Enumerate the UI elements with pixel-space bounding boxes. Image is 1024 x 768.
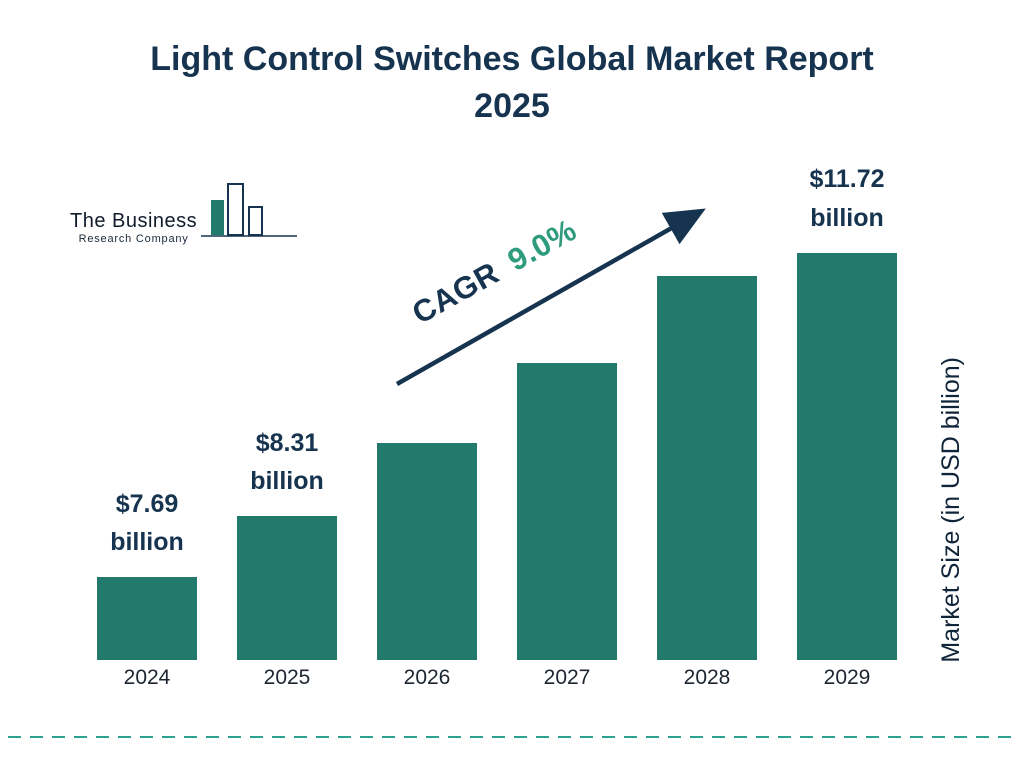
bar-value-label: $7.69 billion xyxy=(110,485,184,563)
bar-2024 xyxy=(97,577,197,660)
x-tick-2025: 2025 xyxy=(263,666,311,689)
logo-subname: Research Company xyxy=(78,233,189,245)
company-logo: The Business Research Company xyxy=(70,180,301,249)
bar-value-amount: $7.69 xyxy=(115,489,179,518)
bar-2026 xyxy=(377,443,477,660)
page-title: Light Control Switches Global Market Rep… xyxy=(0,36,1024,130)
bar-group xyxy=(657,160,757,660)
bar-2027 xyxy=(517,363,617,660)
bar-group xyxy=(377,160,477,660)
x-tick-2027: 2027 xyxy=(543,666,591,689)
bar-value-unit: billion xyxy=(810,203,884,232)
title-line2: 2025 xyxy=(474,86,550,125)
logo-text: The Business Research Company xyxy=(70,210,197,249)
bar-chart-logo-icon xyxy=(201,180,301,249)
bar-group xyxy=(517,160,617,660)
bar-value-amount: $8.31 xyxy=(255,428,319,457)
title-line1: Light Control Switches Global Market Rep… xyxy=(150,40,874,78)
bar-2029 xyxy=(797,252,897,660)
bar-value-amount: $11.72 xyxy=(809,165,885,193)
bar-group: $8.31 billion xyxy=(237,160,337,660)
bar-group: $11.72 billion xyxy=(797,160,897,660)
bar-group: $7.69 billion xyxy=(97,160,197,660)
bar-2028 xyxy=(657,276,757,660)
y-axis-label: Market Size (in USD billion) xyxy=(937,357,965,663)
x-tick-2029: 2029 xyxy=(823,666,871,689)
bar-value-unit: billion xyxy=(250,467,324,496)
bar-value-unit: billion xyxy=(110,528,184,557)
x-tick-2026: 2026 xyxy=(403,666,451,689)
x-axis-labels: 2024 2025 2026 2027 2028 2029 xyxy=(97,666,897,690)
logo-name: The Business xyxy=(70,210,198,232)
x-tick-2024: 2024 xyxy=(123,666,171,689)
bar-2025 xyxy=(237,516,337,660)
x-tick-2028: 2028 xyxy=(683,666,731,689)
bar-value-label: $8.31 billion xyxy=(250,424,324,502)
bar-chart: $7.69 billion $8.31 billion $11.72 billion xyxy=(97,160,897,660)
bar-value-label: $11.72 billion xyxy=(809,160,884,238)
